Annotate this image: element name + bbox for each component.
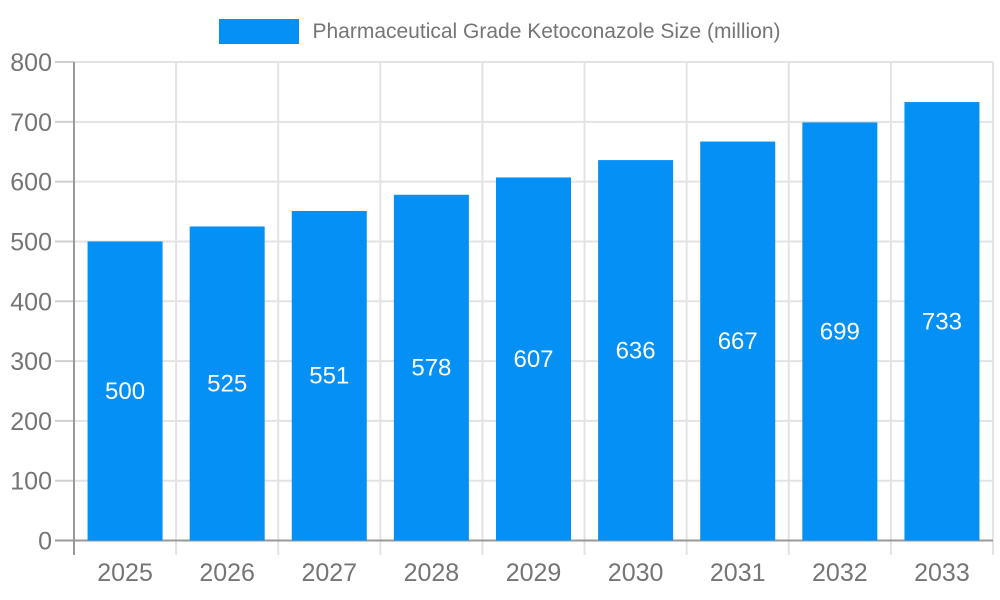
y-axis-label: 300 — [10, 348, 52, 376]
bar[interactable] — [802, 122, 878, 541]
bar-value-label: 500 — [105, 378, 145, 405]
bar[interactable] — [904, 102, 980, 541]
bar-value-label: 551 — [309, 363, 349, 390]
x-axis-label: 2026 — [199, 559, 255, 587]
y-axis-label: 600 — [10, 169, 52, 197]
bar[interactable] — [700, 141, 776, 541]
bar-value-label: 525 — [207, 370, 247, 397]
bar-value-label: 578 — [411, 355, 451, 382]
bar-value-label: 667 — [718, 328, 758, 355]
bar-value-label: 636 — [616, 337, 656, 364]
y-axis-label: 200 — [10, 408, 52, 436]
x-axis-label: 2029 — [506, 559, 562, 587]
x-axis-label: 2033 — [914, 559, 970, 587]
bar[interactable] — [291, 210, 367, 541]
x-axis-label: 2027 — [301, 559, 357, 587]
x-axis-label: 2030 — [608, 559, 664, 587]
bar[interactable] — [598, 160, 674, 541]
bar-value-label: 699 — [820, 318, 860, 345]
bar[interactable] — [496, 177, 571, 541]
y-axis-label: 400 — [10, 288, 52, 316]
bar-value-label: 733 — [922, 308, 962, 335]
x-axis-label: 2031 — [710, 559, 766, 587]
bar-value-label: 607 — [513, 346, 553, 373]
y-axis-label: 0 — [38, 528, 52, 556]
y-axis-label: 500 — [10, 228, 52, 256]
bar[interactable] — [189, 226, 265, 541]
x-axis-label: 2032 — [812, 559, 868, 587]
x-axis-label: 2028 — [404, 559, 460, 587]
y-axis-label: 100 — [10, 468, 52, 496]
y-axis-label: 800 — [10, 49, 52, 77]
y-axis-label: 700 — [10, 109, 52, 137]
bar[interactable] — [87, 241, 163, 541]
x-axis-label: 2025 — [97, 559, 153, 587]
bar[interactable] — [393, 194, 469, 541]
